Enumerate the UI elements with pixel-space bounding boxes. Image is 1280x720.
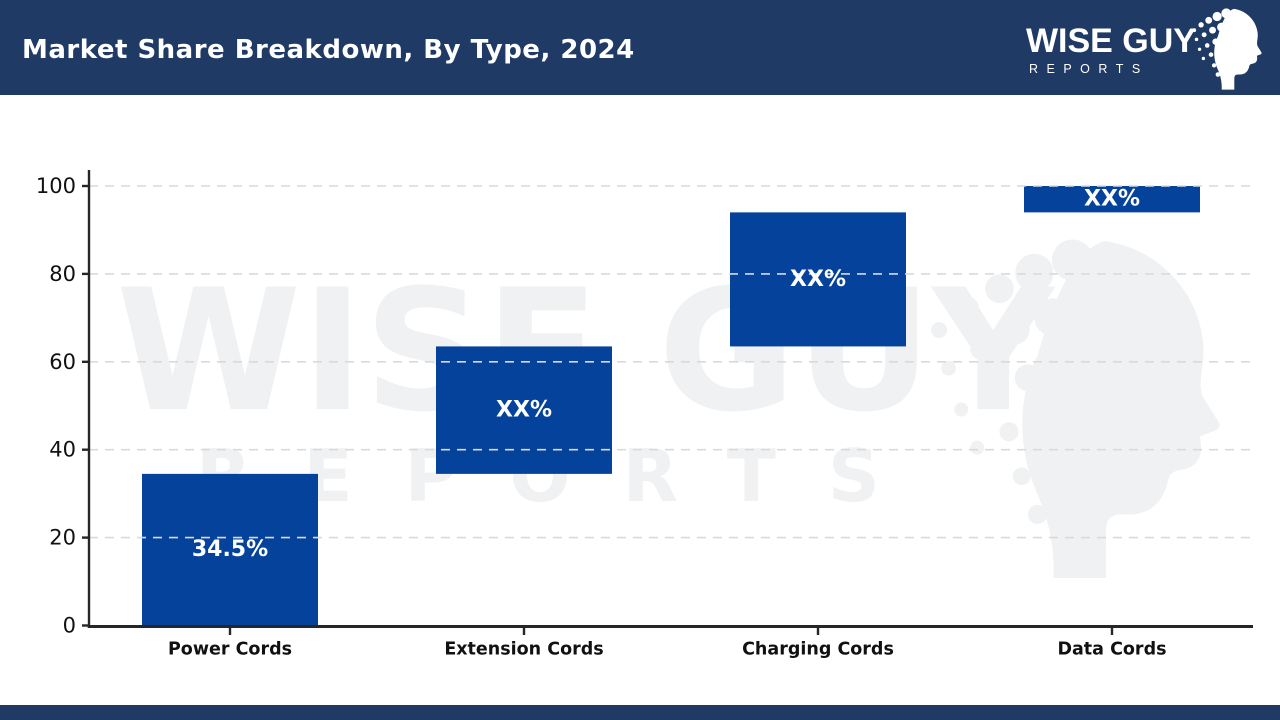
bar-3 [1024, 186, 1200, 213]
y-tick-label-0: 0 [63, 614, 76, 638]
y-tick-label-80: 80 [49, 262, 76, 286]
bar-label-1: XX% [496, 398, 552, 423]
bar-0 [142, 473, 318, 626]
bar-2 [730, 212, 906, 347]
chart-title: Market Share Breakdown, By Type, 2024 [22, 34, 635, 65]
x-tick-label-0: Power Cords [168, 640, 292, 660]
header-bar: Market Share Breakdown, By Type, 2024 WI… [0, 0, 1280, 95]
logo-subtitle: REPORTS [1028, 61, 1149, 76]
bar-1 [436, 346, 612, 474]
x-tick-label-2: Charging Cords [742, 640, 894, 660]
wise-guy-logo: WISE GUY REPORTS [1026, 0, 1266, 95]
y-tick-label-20: 20 [49, 526, 76, 550]
bar-label-2: XX% [790, 267, 846, 292]
plot-svg: 0 20 40 60 80 100 Power Cords Extension Cords Ch… [36, 170, 1253, 660]
y-tick-label-60: 60 [49, 350, 76, 374]
logo-wordmark: WISE GUY [1025, 21, 1196, 60]
chart-area: WISE GUY REPORTS 0 20 40 60 80 100 Power Cords… [0, 95, 1280, 705]
bar-label-0: 34.5% [192, 537, 268, 562]
logo-head-icon [1182, 4, 1266, 90]
bar-label-3: XX% [1084, 187, 1140, 212]
x-tick-label-1: Extension Cords [444, 640, 603, 660]
footer-bar [0, 705, 1280, 720]
y-tick-label-40: 40 [49, 438, 76, 462]
y-tick-label-100: 100 [36, 174, 76, 198]
x-tick-label-3: Data Cords [1057, 640, 1166, 660]
logo-text: WISE GUY REPORTS [1026, 24, 1196, 76]
